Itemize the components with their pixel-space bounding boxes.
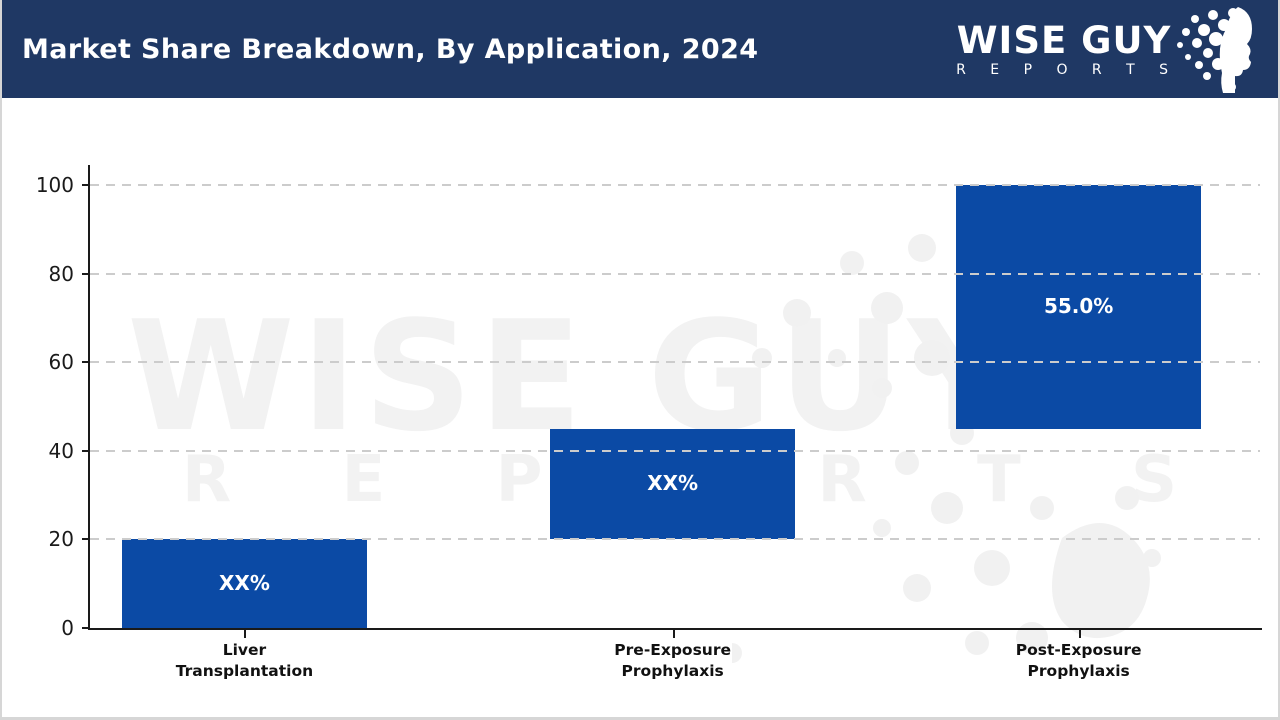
bar-segment: XX%	[550, 428, 795, 540]
gridline-20	[90, 538, 1260, 541]
bar-value-label: XX%	[647, 471, 699, 496]
y-tick-mark	[82, 184, 90, 186]
header-bar: Market Share Breakdown, By Application, …	[2, 0, 1278, 98]
gridline-40	[90, 449, 1260, 452]
gridline-60	[90, 361, 1260, 364]
x-axis-labels: Liver Transplantation Pre-Exposure Prophyla…	[90, 640, 1260, 700]
bar-value-label: XX%	[218, 570, 270, 595]
y-tick-label: 80	[48, 261, 74, 286]
logo-face-icon	[1177, 7, 1252, 93]
y-axis-labels: 0 20 40 60 80 100	[2, 165, 90, 640]
x-tick-mark	[244, 630, 247, 638]
x-category-label: Liver Transplantation	[175, 641, 314, 680]
bar-segment: 55.0%	[956, 185, 1201, 429]
x-tick-mark	[672, 630, 675, 638]
bar-segment: XX%	[122, 539, 367, 628]
y-tick-mark	[82, 538, 90, 541]
y-tick-mark	[82, 449, 90, 452]
y-tick-label: 20	[48, 527, 74, 552]
gridline-80	[90, 272, 1260, 275]
x-category-label: Pre-Exposure Prophylaxis	[614, 641, 732, 680]
plot-area: XX% XX% 55.0%	[88, 165, 1262, 638]
gridline-100	[90, 184, 1260, 186]
y-tick-mark	[82, 361, 90, 364]
bar-value-label: 55.0%	[1043, 293, 1114, 318]
logo-text: WISE GUY R E P O R T S	[950, 22, 1178, 77]
logo: WISE GUY R E P O R T S	[950, 5, 1254, 93]
y-tick-label: 0	[61, 616, 74, 640]
x-axis-line	[88, 628, 1262, 630]
y-tick-mark	[82, 627, 90, 629]
x-tick-mark	[1078, 630, 1081, 638]
y-tick-mark	[82, 272, 90, 275]
y-tick-label: 40	[48, 438, 74, 463]
y-axis-line	[88, 165, 90, 630]
page-title: Market Share Breakdown, By Application, …	[22, 33, 759, 65]
logo-wordmark: WISE GUY	[956, 18, 1172, 62]
x-category-label: Post-Exposure Prophylaxis	[1015, 641, 1142, 680]
logo-subtitle: R E P O R T S	[956, 61, 1178, 78]
y-tick-label: 100	[35, 173, 74, 197]
y-tick-label: 60	[48, 350, 74, 375]
